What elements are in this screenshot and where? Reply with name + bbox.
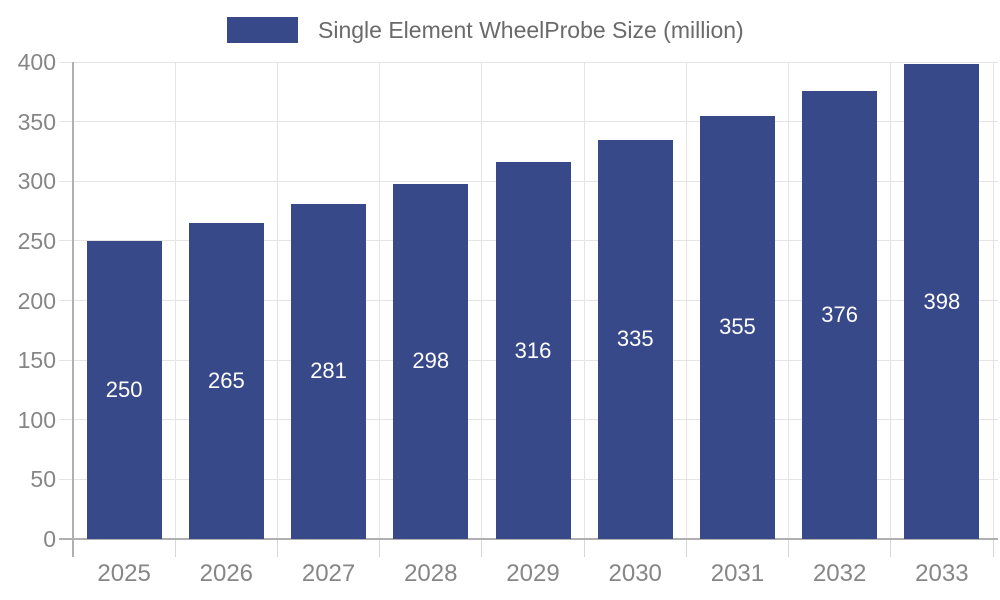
bar-value-label: 398 [923,288,961,314]
y-axis-tick-label: 50 [30,466,56,493]
x-axis-tick [992,539,994,557]
bar-value-label: 265 [207,367,245,393]
gridline-horizontal [59,61,998,63]
y-axis-tick-label: 250 [17,227,56,254]
bar-value-label: 298 [412,348,450,374]
y-axis-tick-label: 100 [17,406,56,433]
legend: Single Element WheelProbe Size (million) [0,0,1000,56]
x-axis-tick [276,539,278,557]
y-axis-tick-label: 350 [17,108,56,135]
bar-2025 [86,240,162,539]
y-axis-tick-label: 0 [43,526,56,552]
bar-2028 [393,183,469,539]
y-axis-tick-label: 200 [17,287,56,314]
x-axis-tick [685,539,687,557]
y-axis-tick-label: 400 [17,49,56,75]
x-axis-tick-label: 2028 [404,560,458,587]
bar-value-label: 250 [105,376,143,402]
bar-2032 [802,90,878,539]
x-axis-tick [583,539,585,557]
bar-value-label: 376 [821,301,859,327]
x-axis-tick-label: 2026 [199,560,254,587]
bar-value-label: 335 [616,326,654,352]
x-axis-tick-label: 2033 [915,560,969,587]
legend-label[interactable]: Single Element WheelProbe Size (million) [318,17,744,43]
bar-2031 [699,115,775,539]
x-axis-tick-label: 2031 [710,560,765,587]
x-axis-baseline [59,538,998,540]
x-axis-tick-label: 2030 [608,560,662,587]
bar-value-label: 316 [514,337,552,363]
y-axis-tick-label: 150 [17,347,56,374]
bar-2029 [495,162,571,539]
x-axis-tick-label: 2032 [812,560,867,587]
x-axis-tick [788,539,790,557]
gridline-horizontal [59,121,998,123]
y-axis-line [72,62,74,557]
bar-2027 [291,203,367,539]
x-axis-tick [890,539,892,557]
x-axis-tick-label: 2025 [97,560,151,587]
bar-2030 [597,139,673,539]
x-axis-tick-label: 2027 [301,560,356,587]
x-axis-tick [174,539,176,557]
legend-swatch[interactable] [227,17,298,43]
bar-value-label: 355 [719,314,756,340]
bar-value-label: 281 [310,358,347,384]
x-axis-tick [481,539,483,557]
bar-2026 [188,222,264,539]
y-axis-tick-label: 300 [17,168,56,195]
x-axis-tick [379,539,381,557]
x-axis-tick-label: 2029 [506,560,560,587]
bar-2033 [904,64,980,539]
